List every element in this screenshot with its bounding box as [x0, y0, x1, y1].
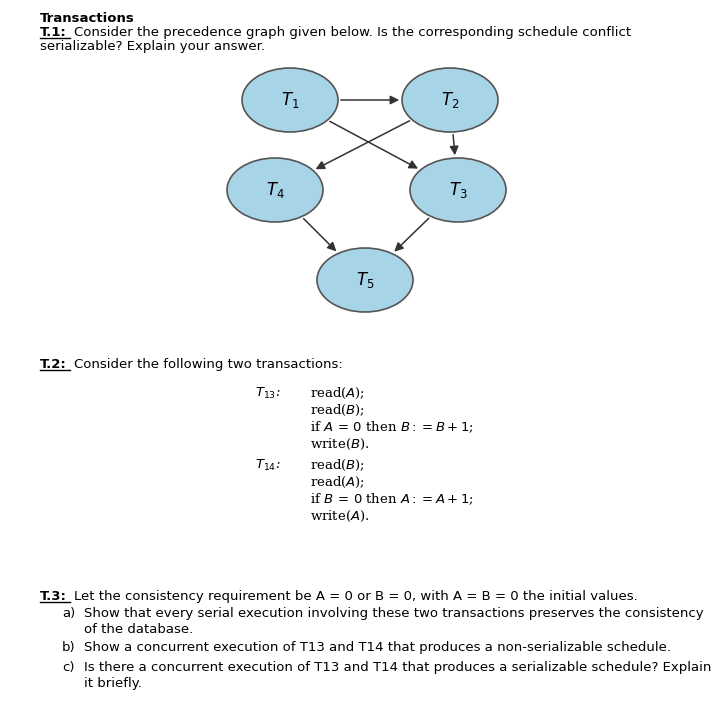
Ellipse shape: [317, 248, 413, 312]
Text: T.3:: T.3:: [40, 590, 67, 603]
Text: read($A$);: read($A$);: [310, 386, 365, 401]
Text: c): c): [62, 661, 74, 674]
Text: $T_1$: $T_1$: [281, 90, 299, 110]
Text: read($B$);: read($B$);: [310, 403, 365, 418]
Ellipse shape: [242, 68, 338, 132]
Text: a): a): [62, 607, 75, 620]
Text: Show a concurrent execution of T13 and T14 that produces a non-serializable sche: Show a concurrent execution of T13 and T…: [84, 641, 671, 654]
Text: T.1:: T.1:: [40, 26, 67, 39]
Text: if $A\,=\,0$ then $B := B+1$;: if $A\,=\,0$ then $B := B+1$;: [310, 420, 474, 435]
Text: it briefly.: it briefly.: [84, 677, 142, 690]
Text: $T_5$: $T_5$: [356, 270, 374, 290]
Text: of the database.: of the database.: [84, 623, 193, 636]
Text: $T_2$: $T_2$: [441, 90, 459, 110]
Text: Is there a concurrent execution of T13 and T14 that produces a serializable sche: Is there a concurrent execution of T13 a…: [84, 661, 712, 674]
Text: read($B$);: read($B$);: [310, 458, 365, 473]
Ellipse shape: [227, 158, 323, 222]
Text: Let the consistency requirement be A = 0 or B = 0, with A = B = 0 the initial va: Let the consistency requirement be A = 0…: [74, 590, 638, 603]
Text: Consider the precedence graph given below. Is the corresponding schedule conflic: Consider the precedence graph given belo…: [74, 26, 631, 39]
Text: T.2:: T.2:: [40, 358, 67, 371]
Text: b): b): [62, 641, 76, 654]
Text: read($A$);: read($A$);: [310, 475, 365, 490]
Text: $T_3$: $T_3$: [449, 180, 468, 200]
Text: Transactions: Transactions: [40, 12, 135, 25]
Text: serializable? Explain your answer.: serializable? Explain your answer.: [40, 40, 265, 53]
Text: Show that every serial execution involving these two transactions preserves the : Show that every serial execution involvi…: [84, 607, 704, 620]
Text: if $B\,=\,0$ then $A := A+1$;: if $B\,=\,0$ then $A := A+1$;: [310, 492, 474, 508]
Ellipse shape: [402, 68, 498, 132]
Text: $T_{13}$:: $T_{13}$:: [255, 386, 281, 401]
Ellipse shape: [410, 158, 506, 222]
Text: $T_4$: $T_4$: [266, 180, 284, 200]
Text: Consider the following two transactions:: Consider the following two transactions:: [74, 358, 343, 371]
Text: write($A$).: write($A$).: [310, 509, 369, 524]
Text: write($B$).: write($B$).: [310, 437, 369, 452]
Text: $T_{14}$:: $T_{14}$:: [255, 458, 281, 473]
